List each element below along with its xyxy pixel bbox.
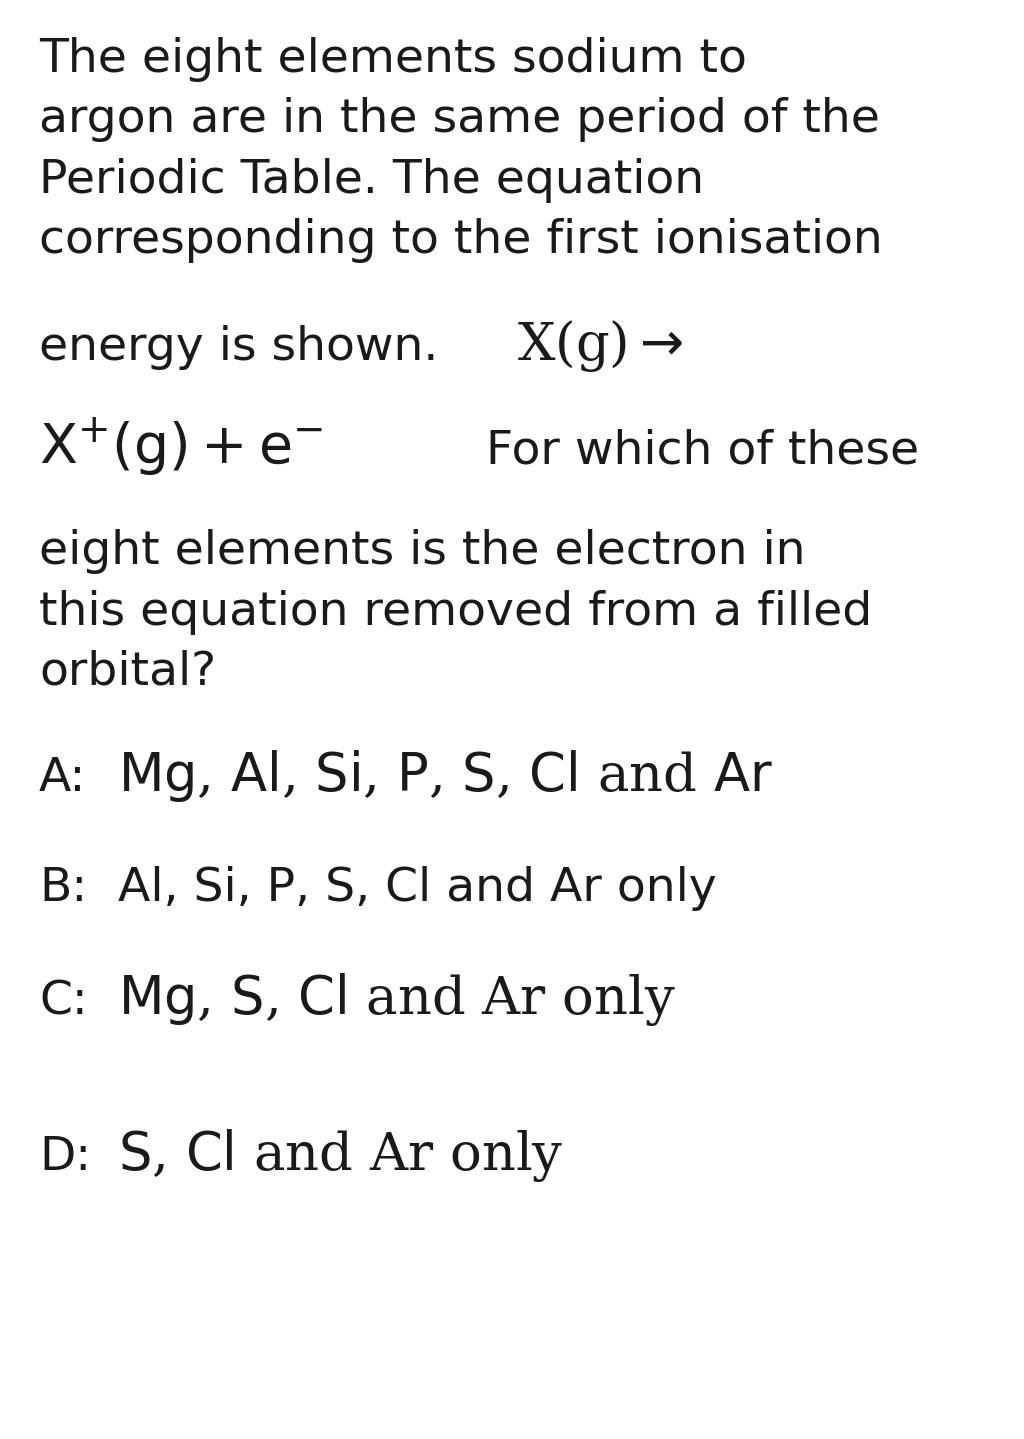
Text: corresponding to the first ionisation: corresponding to the first ionisation <box>39 219 883 263</box>
Text: For which of these: For which of these <box>486 429 920 473</box>
Text: orbital?: orbital? <box>39 650 216 695</box>
Text: Al, Si, P, S, Cl and Ar only: Al, Si, P, S, Cl and Ar only <box>118 866 717 911</box>
Text: The eight elements sodium to: The eight elements sodium to <box>39 37 746 82</box>
Text: A:: A: <box>39 757 86 802</box>
Text: energy is shown.: energy is shown. <box>39 325 454 370</box>
Text: B:: B: <box>39 866 87 911</box>
Text: $\mathdefault{X}\mathdefault{(g)} \rightarrow$: $\mathdefault{X}\mathdefault{(g)} \right… <box>517 318 683 374</box>
Text: C:: C: <box>39 980 88 1025</box>
Text: $\mathrm{S}$, $\mathrm{Cl}$ and Ar only: $\mathrm{S}$, $\mathrm{Cl}$ and Ar only <box>118 1127 563 1184</box>
Text: D:: D: <box>39 1135 91 1180</box>
Text: argon are in the same period of the: argon are in the same period of the <box>39 98 880 142</box>
Text: $\mathrm{Mg}$, $\mathrm{Al}$, $\mathrm{Si}$, $\mathrm{P}$, $\mathrm{S}$, $\mathr: $\mathrm{Mg}$, $\mathrm{Al}$, $\mathrm{S… <box>118 748 772 804</box>
Text: this equation removed from a filled: this equation removed from a filled <box>39 590 872 635</box>
Text: eight elements is the electron in: eight elements is the electron in <box>39 530 806 574</box>
Text: $\mathrm{Mg}$, $\mathrm{S}$, $\mathrm{Cl}$ and Ar only: $\mathrm{Mg}$, $\mathrm{S}$, $\mathrm{Cl… <box>118 971 676 1029</box>
Text: Periodic Table. The equation: Periodic Table. The equation <box>39 158 705 203</box>
Text: $\mathrm{X}^{+}\mathrm{(g)} + \mathrm{e}^{-}$: $\mathrm{X}^{+}\mathrm{(g)} + \mathrm{e}… <box>39 416 324 478</box>
